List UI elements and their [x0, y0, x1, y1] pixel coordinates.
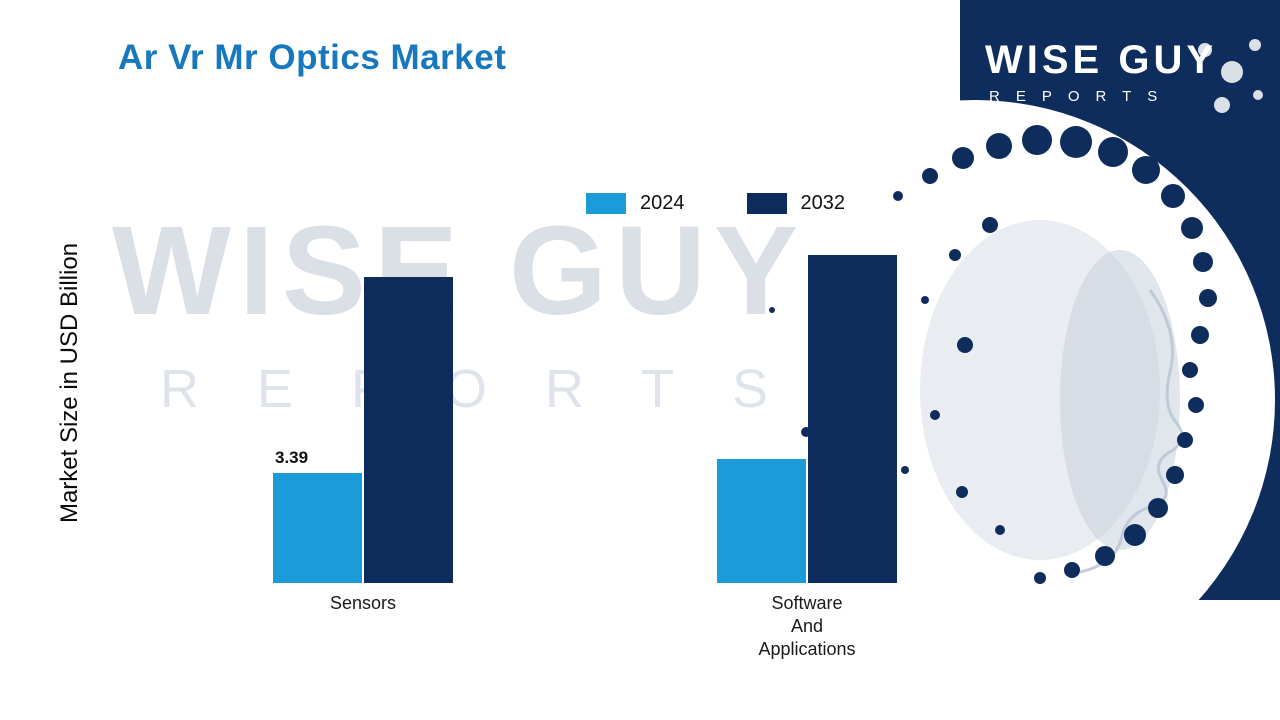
bar-2032-software-and-applications — [808, 255, 897, 583]
bar-2032-sensors — [364, 277, 453, 583]
legend-label-2032: 2032 — [800, 192, 846, 214]
legend-item-2032: 2032 — [746, 192, 846, 215]
watermark-line2: REPORTS — [160, 359, 827, 419]
bar-group-sensors: 3.39 Sensors — [273, 277, 453, 613]
bar-chart: 3.39 Sensors Software And Applications — [273, 238, 897, 659]
legend-label-2024: 2024 — [640, 192, 685, 214]
category-label: Sensors — [329, 593, 397, 613]
watermark: WISE GUY REPORTS — [112, 200, 827, 419]
legend-swatch-2032 — [746, 193, 787, 214]
page-title: Ar Vr Mr Optics Market — [118, 38, 507, 77]
watermark-line1: WISE GUY — [112, 200, 807, 341]
bar-value-label: 3.39 — [275, 448, 309, 467]
chart-legend: 2024 2032 — [586, 192, 845, 215]
legend-swatch-2024 — [586, 193, 626, 214]
logo: WISE GUY REPORTS — [985, 40, 1217, 105]
bar-group-software-and-applications: Software And Applications — [717, 255, 897, 659]
logo-wordmark: WISE GUY — [985, 38, 1218, 82]
bar-2024-software-and-applications — [717, 459, 806, 583]
legend-item-2024: 2024 — [586, 192, 685, 215]
category-label: Software And Applications — [758, 593, 856, 659]
y-axis-label: Market Size in USD Billion — [56, 242, 83, 524]
bar-2024-sensors — [273, 473, 362, 583]
logo-subtitle: REPORTS — [989, 88, 1174, 105]
